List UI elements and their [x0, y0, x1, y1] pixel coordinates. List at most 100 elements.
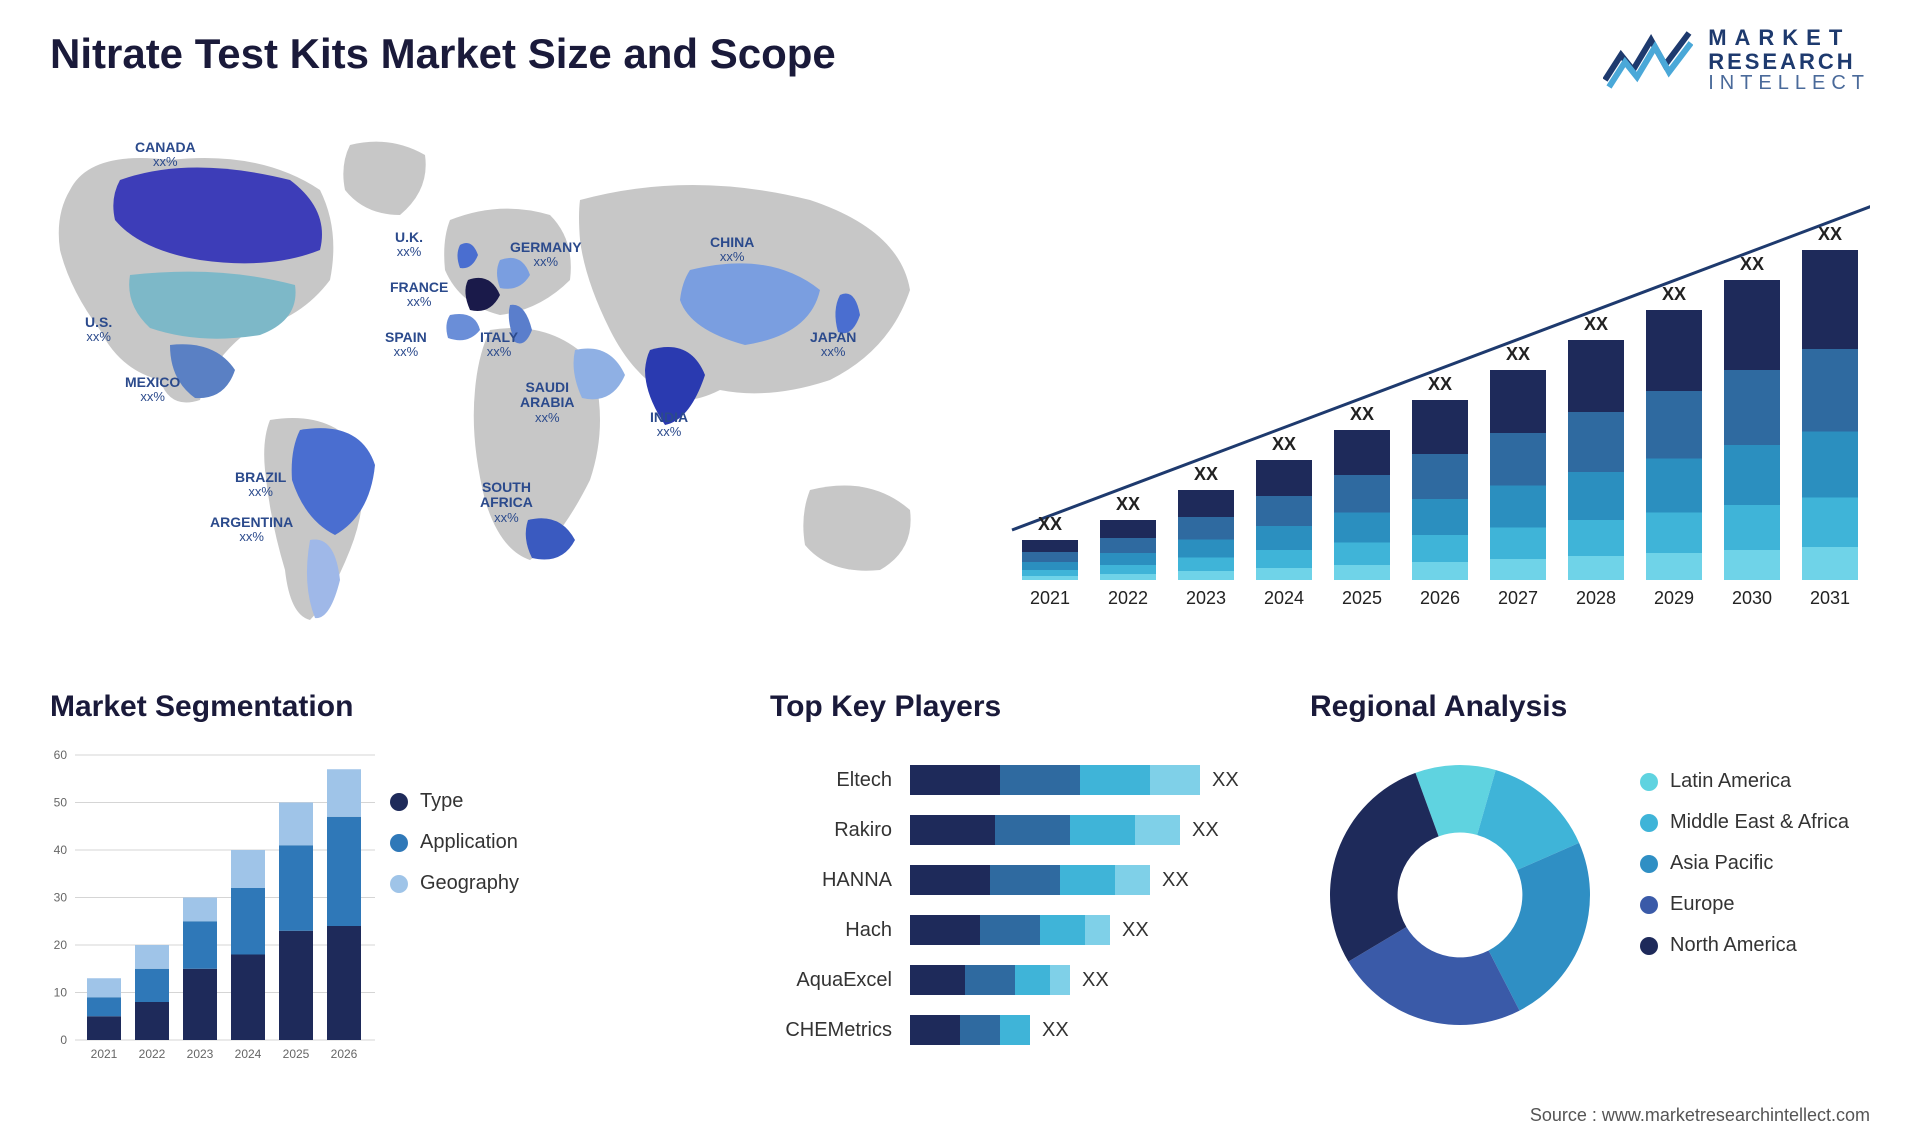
map-label-canada: CANADAxx%	[135, 140, 196, 170]
player-value: XX	[1192, 819, 1219, 842]
players-heading: Top Key Players	[770, 690, 1280, 724]
svg-text:2023: 2023	[1186, 588, 1226, 608]
growth-bar-chart: XX 2021 XX 2022 XX 2023 XX 2024 XX 2025 XX 2026 XX 20…	[990, 150, 1870, 630]
seg-legend-application: Application	[390, 831, 519, 854]
player-row-rakiro: Rakiro XX	[770, 805, 1290, 855]
player-bar	[910, 1015, 1030, 1045]
svg-text:30: 30	[54, 891, 68, 905]
page-title: Nitrate Test Kits Market Size and Scope	[50, 30, 836, 78]
svg-text:2024: 2024	[1264, 588, 1304, 608]
svg-text:2024: 2024	[235, 1047, 262, 1061]
player-value: XX	[1042, 1019, 1069, 1042]
world-map: CANADAxx% U.S.xx% MEXICOxx% BRAZILxx% ARGENT…	[30, 120, 950, 640]
svg-text:XX: XX	[1662, 284, 1686, 304]
player-name: CHEMetrics	[770, 1019, 910, 1042]
map-label-india: INDIAxx%	[650, 410, 688, 440]
segmentation-chart: 0 10 20 30 40 50 60 2021 2022 2023 2024 2025 2026	[40, 740, 380, 1070]
player-bar	[910, 915, 1110, 945]
player-name: Rakiro	[770, 819, 910, 842]
player-bar	[910, 865, 1150, 895]
player-row-eltech: Eltech XX	[770, 755, 1290, 805]
map-label-france: FRANCExx%	[390, 280, 448, 310]
map-label-brazil: BRAZILxx%	[235, 470, 286, 500]
player-row-hach: Hach XX	[770, 905, 1290, 955]
region-legend-asia-pacific: Asia Pacific	[1640, 852, 1849, 875]
svg-text:50: 50	[54, 796, 68, 810]
map-label-u-s-: U.S.xx%	[85, 315, 112, 345]
brand-logo: MARKET RESEARCH INTELLECT	[1603, 25, 1870, 95]
player-name: AquaExcel	[770, 969, 910, 992]
player-name: Hach	[770, 919, 910, 942]
regional-heading-wrap: Regional Analysis	[1310, 690, 1880, 724]
svg-text:XX: XX	[1194, 464, 1218, 484]
svg-text:2031: 2031	[1810, 588, 1850, 608]
player-bar	[910, 815, 1180, 845]
player-row-chemetrics: CHEMetrics XX	[770, 1005, 1290, 1055]
svg-text:2027: 2027	[1498, 588, 1538, 608]
map-label-u-k-: U.K.xx%	[395, 230, 423, 260]
svg-text:20: 20	[54, 938, 68, 952]
map-label-mexico: MEXICOxx%	[125, 375, 180, 405]
svg-text:2026: 2026	[1420, 588, 1460, 608]
svg-text:60: 60	[54, 748, 68, 762]
svg-text:XX: XX	[1272, 434, 1296, 454]
svg-text:XX: XX	[1350, 404, 1374, 424]
region-legend-north-america: North America	[1640, 934, 1849, 957]
player-value: XX	[1162, 869, 1189, 892]
map-label-japan: JAPANxx%	[810, 330, 856, 360]
map-label-argentina: ARGENTINAxx%	[210, 515, 293, 545]
player-value: XX	[1122, 919, 1149, 942]
map-label-south-africa: SOUTHAFRICAxx%	[480, 480, 533, 525]
svg-text:XX: XX	[1584, 314, 1608, 334]
logo-text: MARKET RESEARCH INTELLECT	[1708, 26, 1870, 93]
map-label-spain: SPAINxx%	[385, 330, 427, 360]
map-label-italy: ITALYxx%	[480, 330, 518, 360]
svg-text:2023: 2023	[187, 1047, 214, 1061]
player-name: HANNA	[770, 869, 910, 892]
regional-donut	[1310, 745, 1610, 1045]
svg-text:10: 10	[54, 986, 68, 1000]
regional-legend: Latin America Middle East & Africa Asia Pa…	[1640, 770, 1849, 975]
svg-text:2030: 2030	[1732, 588, 1772, 608]
svg-text:2021: 2021	[1030, 588, 1070, 608]
seg-legend-type: Type	[390, 790, 519, 813]
source-citation: Source : www.marketresearchintellect.com	[1530, 1105, 1870, 1126]
svg-text:2022: 2022	[139, 1047, 166, 1061]
svg-text:XX: XX	[1428, 374, 1452, 394]
players-heading-wrap: Top Key Players	[770, 690, 1280, 724]
svg-text:2021: 2021	[91, 1047, 118, 1061]
svg-text:2026: 2026	[331, 1047, 358, 1061]
svg-text:0: 0	[60, 1033, 67, 1047]
logo-mark-icon	[1603, 25, 1693, 95]
player-name: Eltech	[770, 769, 910, 792]
svg-text:XX: XX	[1740, 254, 1764, 274]
segmentation-heading-wrap: Market Segmentation	[50, 690, 670, 724]
svg-text:XX: XX	[1818, 224, 1842, 244]
map-label-germany: GERMANYxx%	[510, 240, 582, 270]
player-bar	[910, 965, 1070, 995]
map-label-saudi-arabia: SAUDIARABIAxx%	[520, 380, 574, 425]
player-row-aquaexcel: AquaExcel XX	[770, 955, 1290, 1005]
map-label-china: CHINAxx%	[710, 235, 754, 265]
svg-text:2028: 2028	[1576, 588, 1616, 608]
svg-text:2025: 2025	[1342, 588, 1382, 608]
segmentation-legend: Type Application Geography	[390, 790, 519, 913]
player-value: XX	[1212, 769, 1239, 792]
regional-heading: Regional Analysis	[1310, 690, 1880, 724]
region-legend-latin-america: Latin America	[1640, 770, 1849, 793]
svg-text:XX: XX	[1116, 494, 1140, 514]
players-chart: Eltech XX Rakiro XX HANNA XX Hach XX AquaExcel XX…	[770, 755, 1290, 1095]
player-row-hanna: HANNA XX	[770, 855, 1290, 905]
seg-legend-geography: Geography	[390, 872, 519, 895]
region-legend-europe: Europe	[1640, 893, 1849, 916]
svg-text:2025: 2025	[283, 1047, 310, 1061]
player-bar	[910, 765, 1200, 795]
svg-text:XX: XX	[1038, 514, 1062, 534]
segmentation-heading: Market Segmentation	[50, 690, 670, 724]
region-legend-middle-east-africa: Middle East & Africa	[1640, 811, 1849, 834]
svg-text:2022: 2022	[1108, 588, 1148, 608]
svg-text:40: 40	[54, 843, 68, 857]
player-value: XX	[1082, 969, 1109, 992]
svg-text:2029: 2029	[1654, 588, 1694, 608]
svg-text:XX: XX	[1506, 344, 1530, 364]
